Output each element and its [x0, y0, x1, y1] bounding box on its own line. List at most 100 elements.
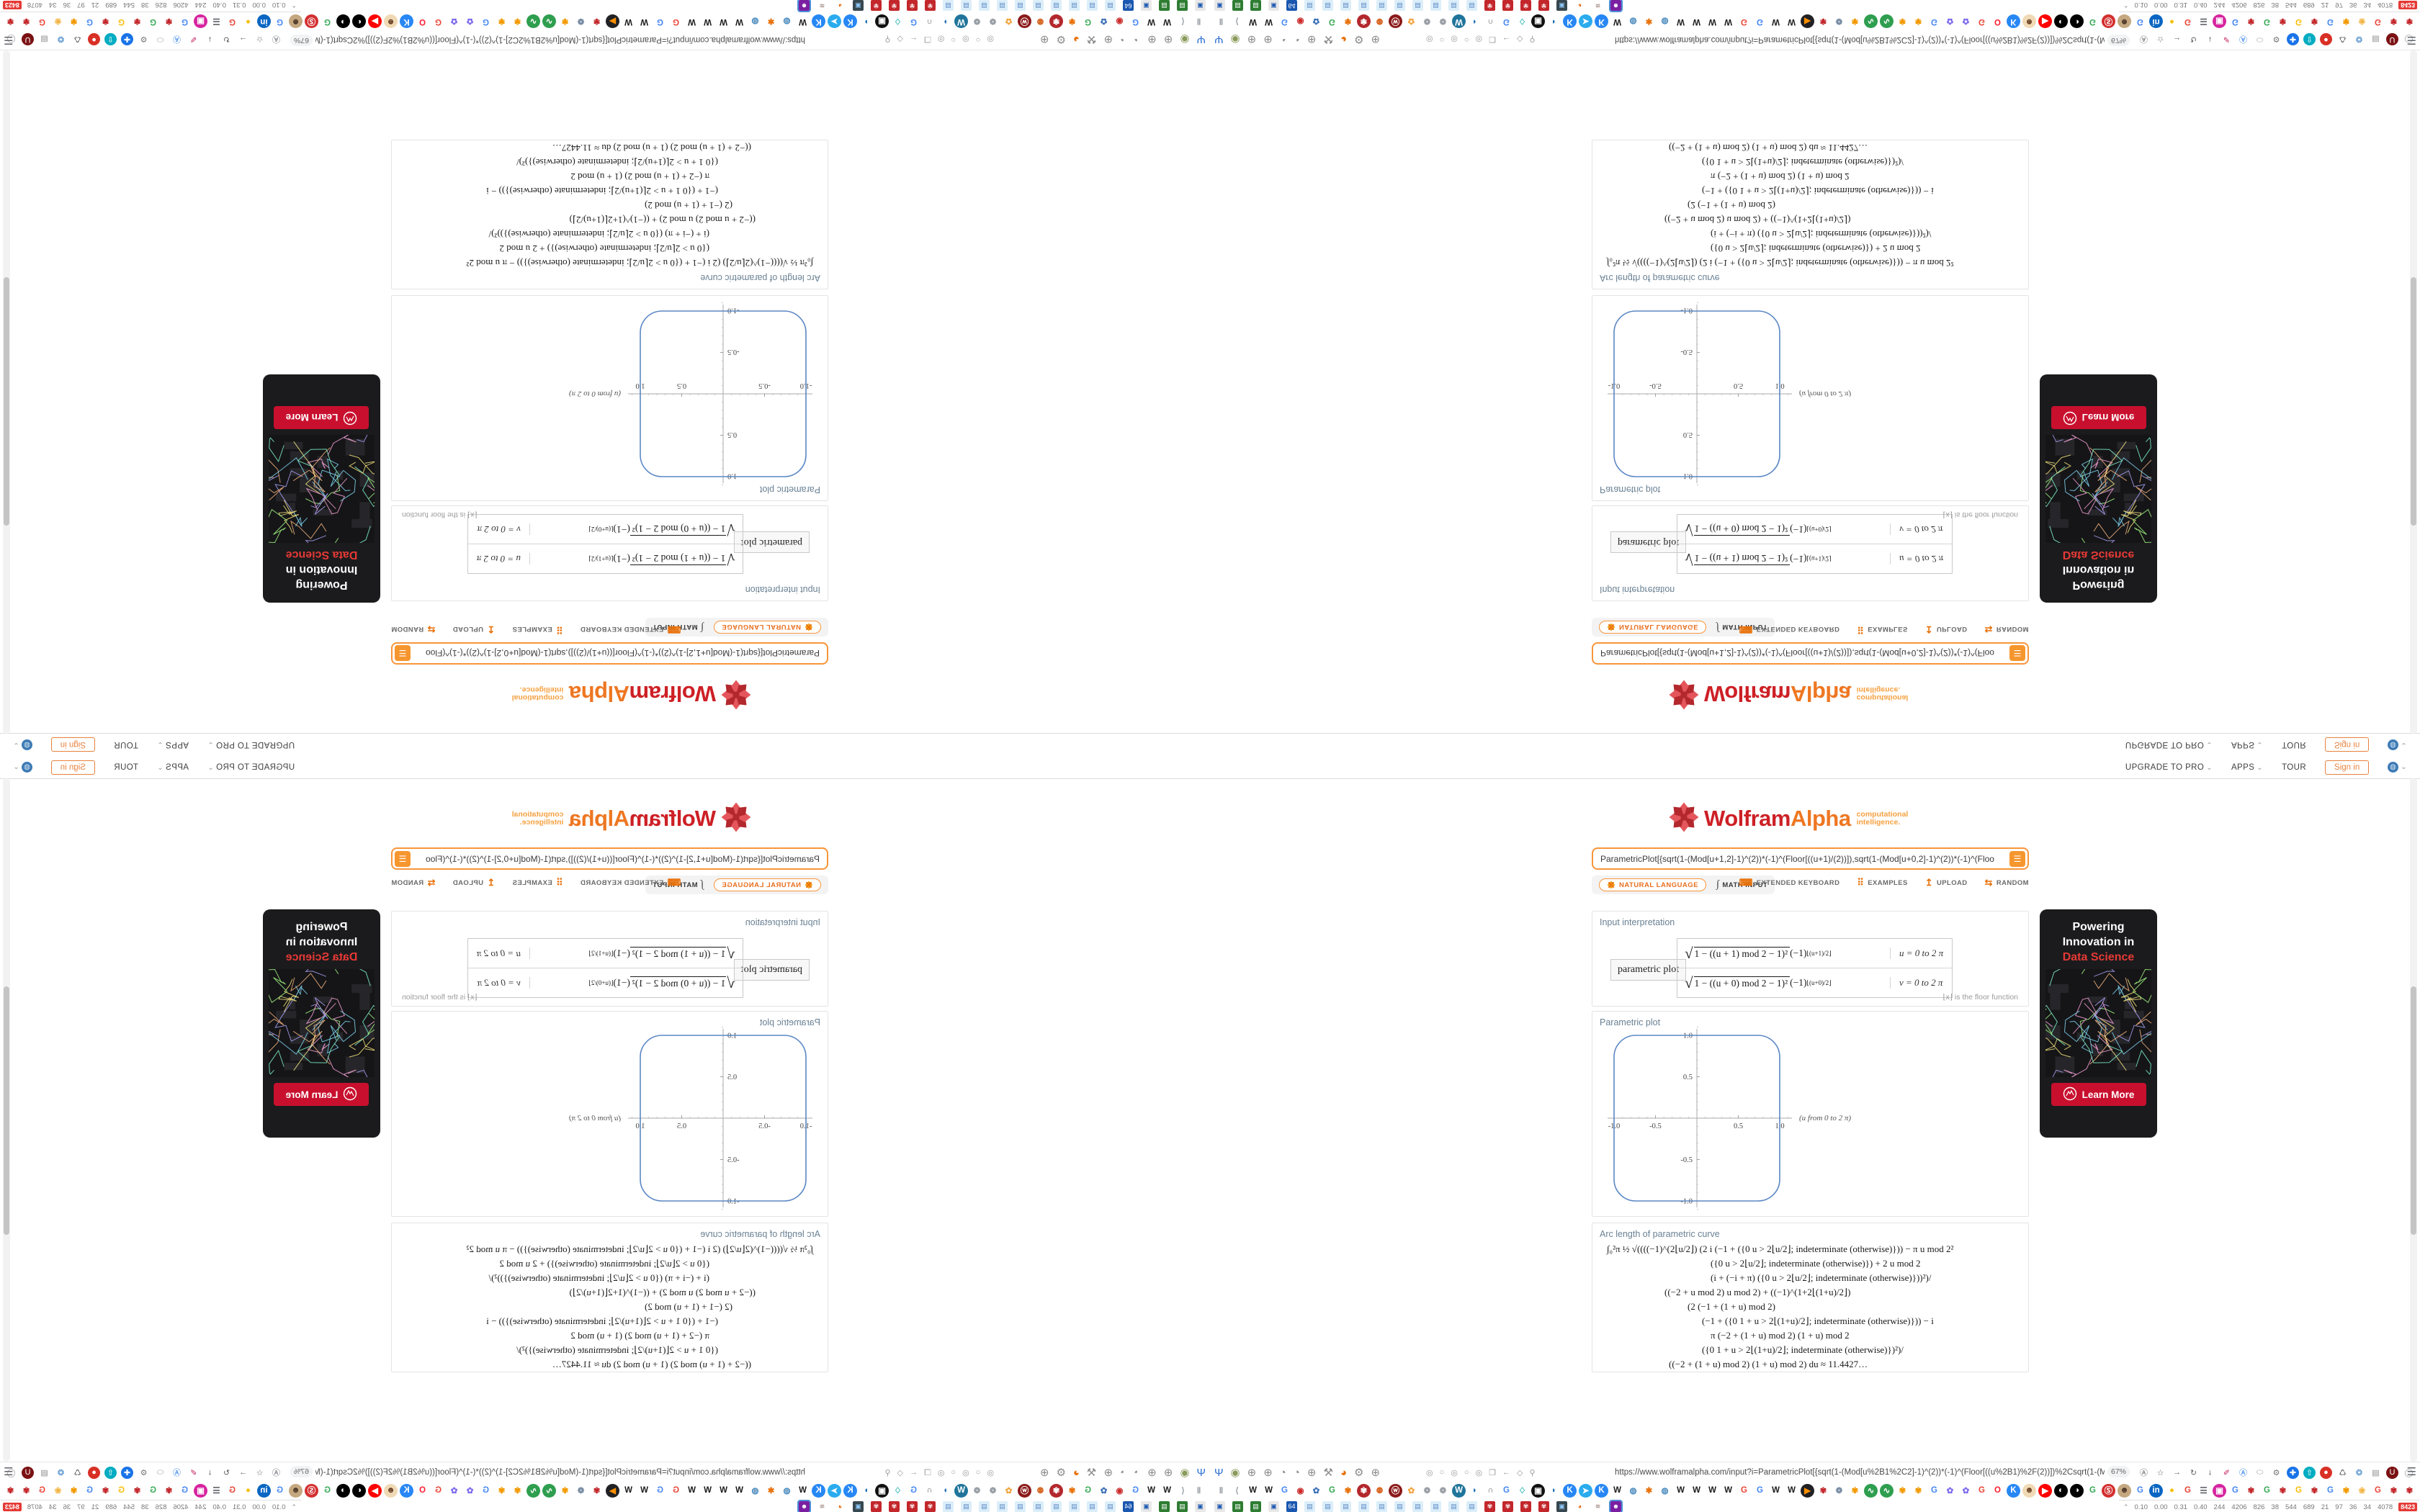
taskbar-app-icon[interactable]: ▤ — [1412, 1500, 1423, 1512]
browser-action-icon[interactable]: Ⓐ — [173, 1469, 181, 1477]
taskbar-app-icon[interactable]: ▤ — [1105, 0, 1116, 12]
wolframalpha-logo[interactable]: Wolfram Alpha computational intelligence. — [512, 675, 752, 711]
tab-favicon[interactable]: ✾ — [2403, 14, 2416, 29]
sign-in-button[interactable]: Sign in — [2325, 760, 2370, 775]
tab-favicon[interactable]: ✾ — [1065, 1483, 1079, 1498]
tab-favicon[interactable]: G — [35, 1483, 49, 1498]
tab-favicon[interactable]: G — [2323, 1483, 2337, 1498]
tab-favicon[interactable]: ✾ — [1912, 14, 1925, 29]
taskbar-app-icon[interactable]: ▤ — [1322, 0, 1333, 12]
taskbar-app-icon[interactable]: ▤ — [1394, 1500, 1405, 1512]
taskbar-app-icon[interactable]: ◕ — [1574, 1500, 1585, 1512]
tab-favicon[interactable]: ✾ — [19, 14, 33, 29]
tab-favicon[interactable]: ◑ — [2070, 1483, 2084, 1498]
taskbar-app-icon[interactable]: ✾ — [1520, 0, 1531, 12]
tab-favicon[interactable]: ✱ — [1642, 1483, 1656, 1498]
tab-favicon[interactable]: W — [1690, 1483, 1703, 1498]
tab-favicon[interactable]: W — [1721, 1483, 1735, 1498]
extension-icon[interactable]: ⊕ — [1307, 33, 1317, 45]
tab-favicon[interactable]: G — [273, 1483, 287, 1498]
page-scrollbar[interactable] — [3, 50, 10, 734]
tab-favicon[interactable]: ◉ — [1294, 1483, 1307, 1498]
extension-icon[interactable]: ◉ — [1230, 1467, 1240, 1479]
tab-favicon[interactable]: G — [1737, 1483, 1751, 1498]
tab-favicon[interactable]: G — [2228, 14, 2242, 29]
taskbar-app-icon[interactable]: ▤ — [1177, 0, 1188, 12]
parametric-plot-figure[interactable]: -1.0 -0.5 0.5 1.0 1.0 0.5 -0.5 -1.0 (u from 0 to… — [504, 297, 815, 487]
toolbar-icon[interactable]: ◎ — [937, 1468, 945, 1477]
tab-favicon[interactable]: W — [796, 14, 810, 29]
toolbar-icon[interactable]: ◎ — [987, 35, 994, 44]
tab-favicon[interactable]: G — [1278, 1483, 1291, 1498]
compute-button[interactable]: ☰ — [395, 850, 411, 867]
tool-extended-keyboard[interactable]: ⌨ EXTENDED KEYBOARD — [1739, 624, 1840, 635]
toolbar-icon[interactable]: ○ — [1439, 1468, 1445, 1477]
tab-favicon[interactable]: ✾ — [2308, 1483, 2321, 1498]
tab-favicon[interactable]: ❁ — [1436, 1483, 1450, 1498]
taskbar-app-icon[interactable]: ▤ — [943, 0, 954, 12]
tab-favicon[interactable]: G — [2181, 14, 2195, 29]
taskbar-app-icon[interactable]: ✾ — [889, 0, 900, 12]
taskbar-app-icon[interactable]: ≋ — [1592, 0, 1603, 12]
tab-favicon[interactable]: ◐ — [2054, 1483, 2068, 1498]
tab-favicon[interactable]: K — [1595, 14, 1608, 29]
tool-examples[interactable]: ⠿ EXAMPLES — [1857, 877, 1908, 888]
compute-button[interactable]: ☰ — [2009, 850, 2025, 867]
toolbar-icon[interactable]: ◎ — [1475, 1468, 1483, 1477]
tab-favicon[interactable]: ◐ — [352, 14, 366, 29]
taskbar-app-icon[interactable]: ◕ — [1574, 0, 1585, 12]
tab-favicon[interactable]: ✾ — [67, 1483, 81, 1498]
tab-favicon[interactable]: G — [1500, 1483, 1513, 1498]
taskbar-app-icon[interactable]: ▤ — [1466, 1500, 1477, 1512]
tab-favicon[interactable]: G — [1081, 1483, 1095, 1498]
tab-favicon[interactable]: G — [1500, 14, 1513, 29]
browser-action-icon[interactable]: ✐ — [2223, 1468, 2231, 1477]
tab-favicon[interactable]: Ⓢ — [305, 14, 318, 29]
extension-icon[interactable]: ⊕ — [1307, 1467, 1317, 1479]
tab-favicon[interactable]: ✾ — [2403, 1483, 2416, 1498]
tab-favicon[interactable]: ▶ — [368, 1483, 382, 1498]
tab-favicon[interactable]: ✿ — [1002, 1483, 1016, 1498]
collapse-icon[interactable]: ⌃ — [291, 1503, 297, 1511]
tab-favicon[interactable]: G — [321, 14, 334, 29]
tab-favicon[interactable]: ✾ — [1341, 14, 1355, 29]
tab-favicon[interactable]: W — [1452, 1483, 1466, 1498]
tab-favicon[interactable]: ◍ — [1658, 1483, 1672, 1498]
tab-favicon[interactable]: ✾ — [1065, 14, 1079, 29]
tab-favicon[interactable]: W — [732, 14, 746, 29]
tab-favicon[interactable]: G — [0, 14, 1, 29]
browser-action-icon[interactable]: ↻ — [223, 1468, 230, 1477]
tab-favicon[interactable]: ◐ — [352, 1483, 366, 1498]
taskbar-app-icon[interactable]: ▤ — [1358, 0, 1369, 12]
collapse-icon[interactable]: ⌃ — [291, 1, 297, 9]
taskbar-app-icon[interactable]: ▤ — [1015, 0, 1026, 12]
query-input[interactable] — [411, 648, 827, 659]
tab-favicon[interactable]: K — [400, 14, 413, 29]
taskbar-app-icon[interactable]: ≋ — [817, 1500, 828, 1512]
tab-favicon[interactable]: ✿ — [1097, 14, 1111, 29]
extension-icon[interactable]: ◉ — [1180, 1467, 1190, 1479]
section-title[interactable]: Input interpretation — [1600, 585, 1675, 595]
browser-action-icon[interactable]: ♺ — [73, 35, 81, 44]
extension-icon[interactable]: ⊕ — [1103, 1467, 1113, 1479]
browser-action-icon[interactable]: ⬭ — [156, 35, 164, 45]
tab-favicon[interactable]: ✿ — [1943, 1483, 1957, 1498]
tab-favicon[interactable]: K — [1563, 1483, 1577, 1498]
browser-action-icon[interactable]: ● — [88, 1466, 100, 1479]
tab-favicon[interactable]: K — [1563, 14, 1577, 29]
tab-favicon[interactable]: ✾ — [1848, 14, 1862, 29]
tab-favicon[interactable]: ✿ — [1097, 1483, 1111, 1498]
taskbar-app-icon[interactable]: ✾ — [871, 0, 882, 12]
address-bar-url[interactable]: https://www.wolframalpha.com/input?i=Par… — [1615, 1468, 2105, 1477]
tab-favicon[interactable]: W — [1160, 14, 1174, 29]
tab-favicon[interactable]: ▶ — [368, 14, 382, 29]
tab-favicon[interactable]: ▣ — [194, 1483, 207, 1498]
tool-random[interactable]: ⇆ RANDOM — [1984, 624, 2029, 635]
tab-favicon[interactable]: ☻ — [2118, 14, 2131, 29]
toolbar-icon[interactable]: ◎ — [1475, 35, 1483, 44]
tab-favicon[interactable]: ▣ — [2213, 14, 2226, 29]
tab-favicon[interactable]: ● — [241, 1483, 255, 1498]
browser-action-icon[interactable]: → — [2173, 1468, 2181, 1477]
tab-favicon[interactable]: ◑ — [336, 14, 350, 29]
taskbar-app-icon[interactable]: ✾ — [1538, 1500, 1549, 1512]
